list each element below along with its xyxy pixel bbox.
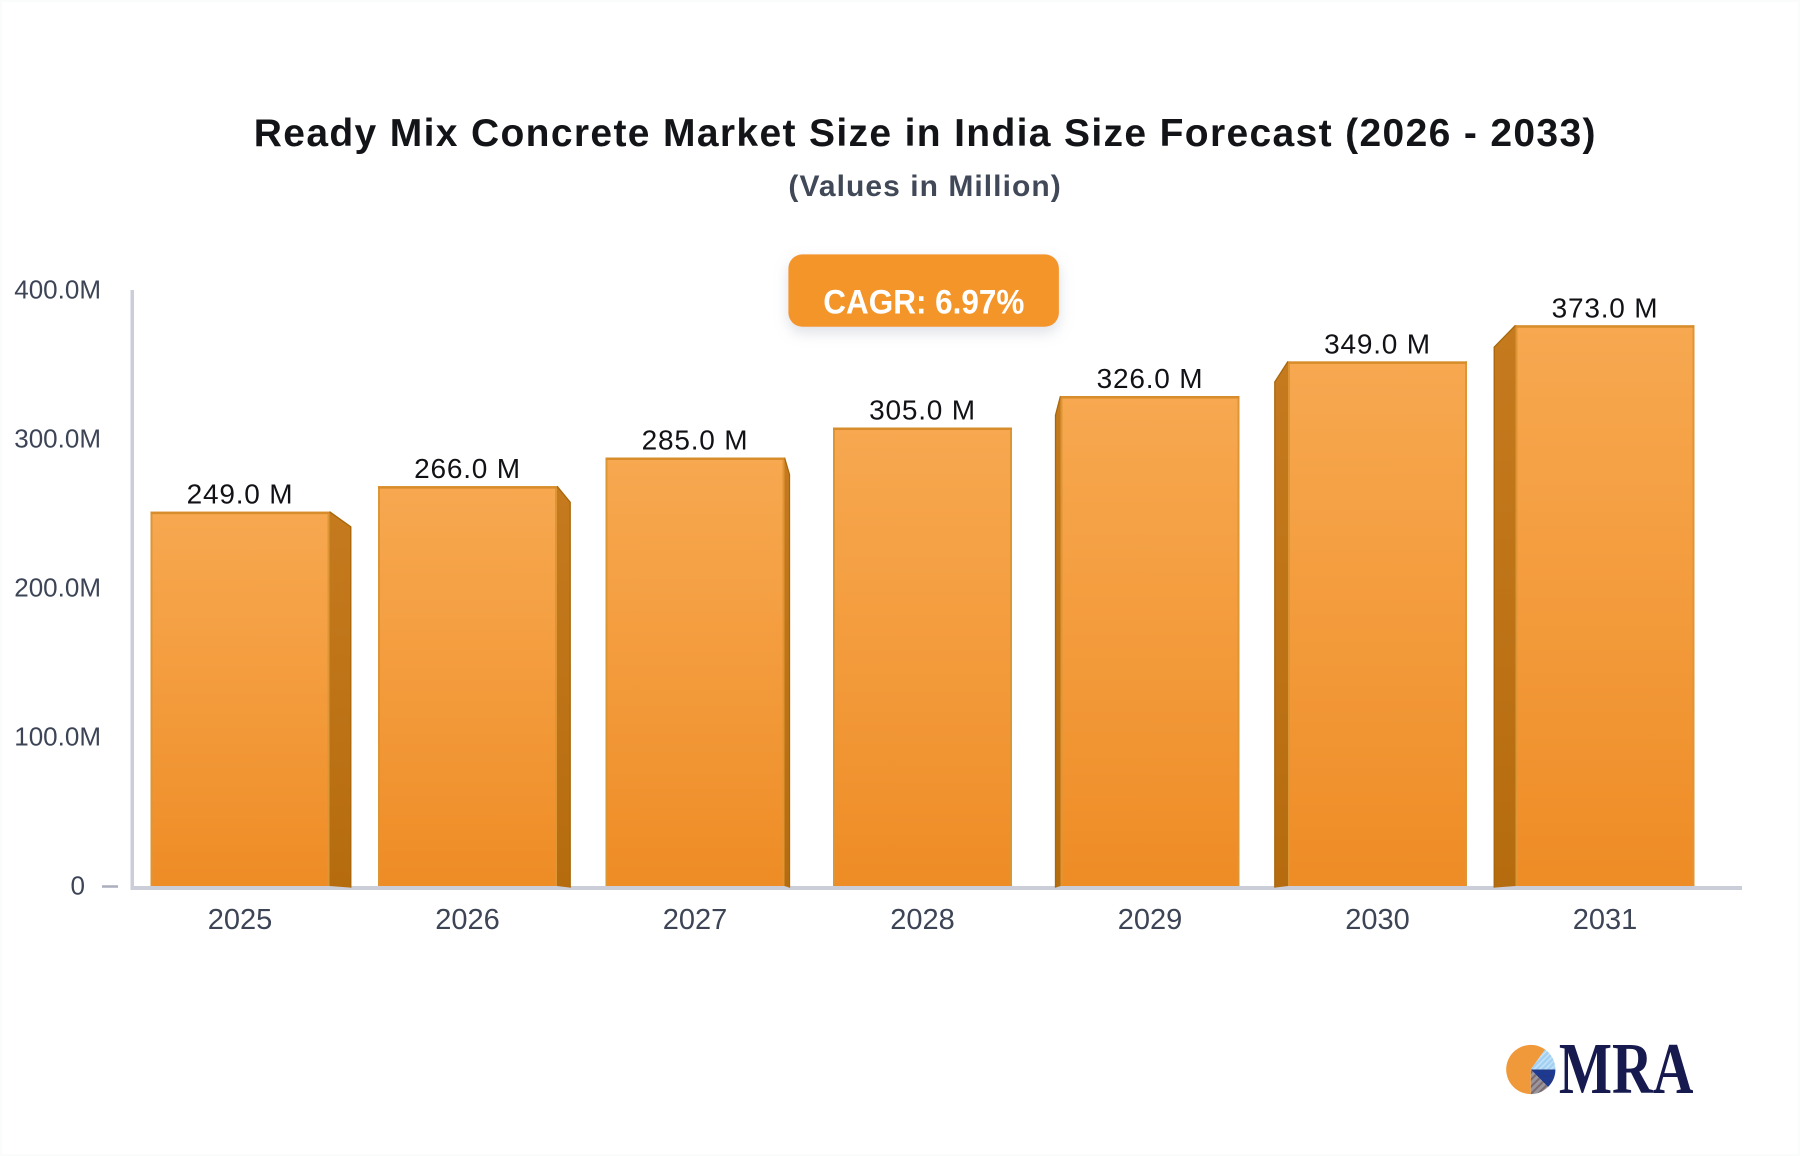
svg-text:2026: 2026 [435, 904, 500, 936]
svg-text:0: 0 [71, 871, 85, 901]
svg-text:(Values in Million): (Values in Million) [788, 170, 1060, 203]
svg-text:266.0 M: 266.0 M [414, 453, 521, 484]
svg-text:200.0M: 200.0M [14, 573, 101, 603]
svg-text:MRA: MRA [1559, 1028, 1694, 1109]
svg-text:CAGR: 6.97%: CAGR: 6.97% [823, 283, 1024, 321]
svg-text:2025: 2025 [208, 904, 273, 936]
svg-text:2028: 2028 [890, 904, 955, 936]
svg-text:300.0M: 300.0M [14, 424, 101, 454]
svg-text:100.0M: 100.0M [14, 722, 101, 752]
svg-text:249.0 M: 249.0 M [187, 479, 294, 510]
svg-text:2029: 2029 [1118, 904, 1183, 936]
svg-text:373.0 M: 373.0 M [1552, 292, 1659, 323]
svg-text:400.0M: 400.0M [14, 275, 101, 305]
svg-text:305.0 M: 305.0 M [869, 395, 976, 426]
svg-text:326.0 M: 326.0 M [1097, 363, 1204, 394]
svg-text:285.0 M: 285.0 M [642, 425, 749, 456]
svg-text:2030: 2030 [1345, 904, 1410, 936]
svg-text:Ready Mix Concrete Market Size: Ready Mix Concrete Market Size in India … [254, 112, 1596, 155]
svg-text:2027: 2027 [663, 904, 728, 936]
svg-text:349.0 M: 349.0 M [1324, 328, 1431, 359]
svg-text:2031: 2031 [1573, 904, 1638, 936]
